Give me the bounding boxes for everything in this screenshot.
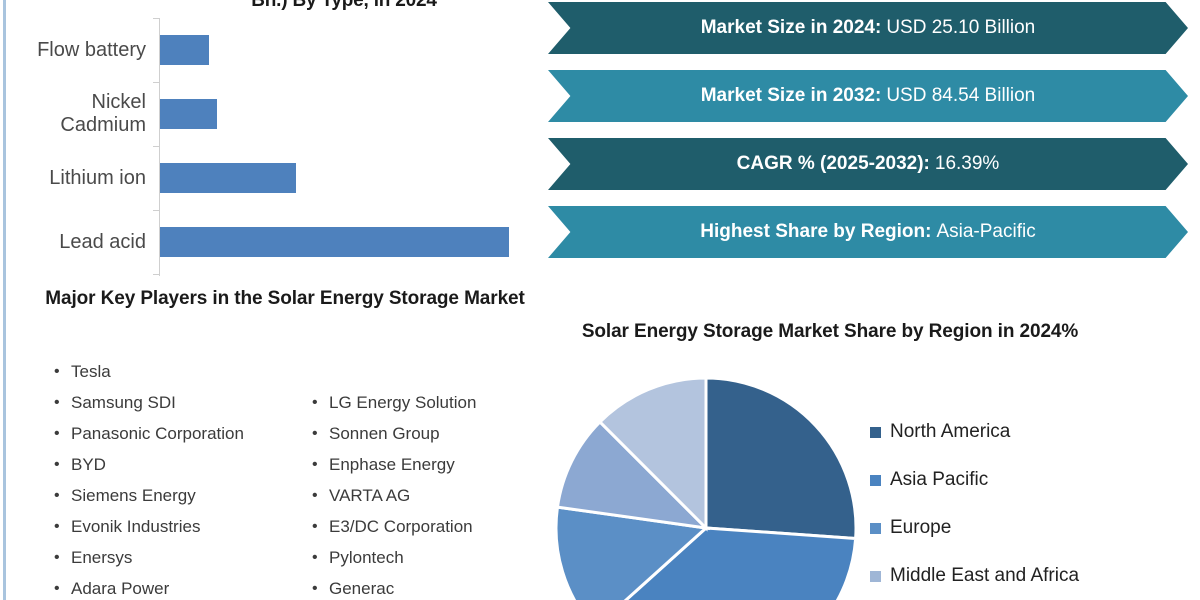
list-item: Adara Power bbox=[54, 573, 314, 600]
pie-chart-legend: North America Asia Pacific Europe Middle… bbox=[870, 408, 1200, 600]
bar-category-label: Flow battery bbox=[37, 38, 146, 61]
banner-market-size-2032: Market Size in 2032: USD 84.54 Billion bbox=[548, 70, 1188, 122]
list-item: Samsung SDI bbox=[54, 387, 314, 418]
banner-label: Highest Share by Region: bbox=[700, 221, 932, 242]
bar-category-label: Lithium ion bbox=[49, 166, 146, 189]
legend-label: Asia Pacific bbox=[890, 469, 989, 490]
banner-label: CAGR % (2025-2032): bbox=[736, 153, 930, 174]
list-item: Panasonic Corporation bbox=[54, 418, 314, 449]
key-players-columns: Tesla Samsung SDI Panasonic Corporation … bbox=[12, 356, 536, 600]
banner-label: Market Size in 2024: bbox=[700, 17, 882, 38]
pie-slice-group bbox=[554, 378, 858, 600]
list-item: Generac bbox=[312, 573, 542, 600]
legend-swatch-icon bbox=[870, 474, 881, 486]
banner-label: Market Size in 2032: bbox=[700, 85, 882, 106]
banner-value: USD 84.54 Billion bbox=[886, 85, 1036, 106]
bar-category-label: Nickel Cadmium bbox=[60, 91, 146, 136]
list-item: Evonik Industries bbox=[54, 511, 314, 542]
pie-slice-europe-a bbox=[554, 505, 710, 600]
list-item: BYD bbox=[54, 449, 314, 480]
legend-item-middle-east-africa: Middle East and Africa bbox=[870, 552, 1200, 600]
bar-chart-plot-area: Flow battery Nickel Cadmium Lithium ion … bbox=[14, 14, 534, 282]
legend-swatch-icon bbox=[870, 426, 881, 438]
bar-axis-tick bbox=[153, 82, 159, 83]
legend-label: North America bbox=[890, 421, 1011, 442]
key-metrics-banners: Market Size in 2024: USD 25.10 Billion M… bbox=[548, 2, 1188, 260]
bar-chart-title: Bn.) By Type, in 2024 bbox=[251, 0, 437, 11]
bar-row: Nickel Cadmium bbox=[14, 82, 534, 146]
banner-value: 16.39% bbox=[934, 153, 1000, 174]
banner-highest-share-region: Highest Share by Region: Asia-Pacific bbox=[548, 206, 1188, 258]
key-players-column-left: Tesla Samsung SDI Panasonic Corporation … bbox=[54, 356, 314, 600]
bar-value-lead-acid bbox=[160, 227, 509, 257]
bar-value-nickel-cadmium bbox=[160, 99, 217, 129]
banner-cagr: CAGR % (2025-2032): 16.39% bbox=[548, 138, 1188, 190]
bar-chart-y-axis bbox=[159, 18, 160, 276]
key-players-title: Major Key Players in the Solar Energy St… bbox=[45, 288, 525, 309]
list-item: Enphase Energy bbox=[312, 449, 542, 480]
pie-chart-graphic bbox=[546, 378, 866, 600]
list-item: LG Energy Solution bbox=[312, 387, 542, 418]
legend-swatch-icon bbox=[870, 522, 881, 534]
list-item: E3/DC Corporation bbox=[312, 511, 542, 542]
list-item: Enersys bbox=[54, 542, 314, 573]
pie-slice-north-america bbox=[704, 378, 858, 541]
pie-slice-europe-b bbox=[555, 419, 711, 531]
legend-item-asia-pacific: Asia Pacific bbox=[870, 456, 1200, 504]
list-item: Tesla bbox=[54, 356, 314, 387]
bar-value-flow-battery bbox=[160, 35, 209, 65]
bar-chart-by-type: Bn.) By Type, in 2024 Flow battery Nicke… bbox=[14, 0, 534, 282]
banner-value: USD 25.10 Billion bbox=[886, 17, 1036, 38]
key-players-section: Major Key Players in the Solar Energy St… bbox=[12, 278, 536, 600]
bar-axis-tick bbox=[153, 274, 159, 275]
bar-value-lithium-ion bbox=[160, 163, 296, 193]
legend-item-europe: Europe bbox=[870, 504, 1200, 552]
legend-label: Middle East and Africa bbox=[890, 565, 1080, 586]
bar-category-label: Lead acid bbox=[59, 230, 146, 253]
pie-slice-middle-east-africa bbox=[597, 378, 708, 532]
banner-value: Asia-Pacific bbox=[936, 221, 1036, 242]
bar-axis-tick bbox=[153, 18, 159, 19]
legend-label: Europe bbox=[890, 517, 952, 538]
bar-axis-tick bbox=[153, 146, 159, 147]
bar-row: Lead acid bbox=[14, 210, 534, 274]
list-item: Siemens Energy bbox=[54, 480, 314, 511]
banner-market-size-2024: Market Size in 2024: USD 25.10 Billion bbox=[548, 2, 1188, 54]
list-item: Pylontech bbox=[312, 542, 542, 573]
bar-axis-tick bbox=[153, 210, 159, 211]
region-share-section: Solar Energy Storage Market Share by Reg… bbox=[540, 310, 1200, 600]
pie-chart-title: Solar Energy Storage Market Share by Reg… bbox=[581, 321, 1079, 342]
bar-row: Lithium ion bbox=[14, 146, 534, 210]
pie-slice-asia-pacific bbox=[623, 526, 858, 600]
pie-chart-svg bbox=[554, 378, 858, 600]
list-item: VARTA AG bbox=[312, 480, 542, 511]
legend-swatch-icon bbox=[870, 570, 881, 582]
key-players-column-right: LG Energy Solution Sonnen Group Enphase … bbox=[312, 387, 542, 600]
bar-row: Flow battery bbox=[14, 18, 534, 82]
legend-item-north-america: North America bbox=[870, 408, 1200, 456]
frame-left-rule bbox=[3, 0, 6, 600]
list-item: Sonnen Group bbox=[312, 418, 542, 449]
